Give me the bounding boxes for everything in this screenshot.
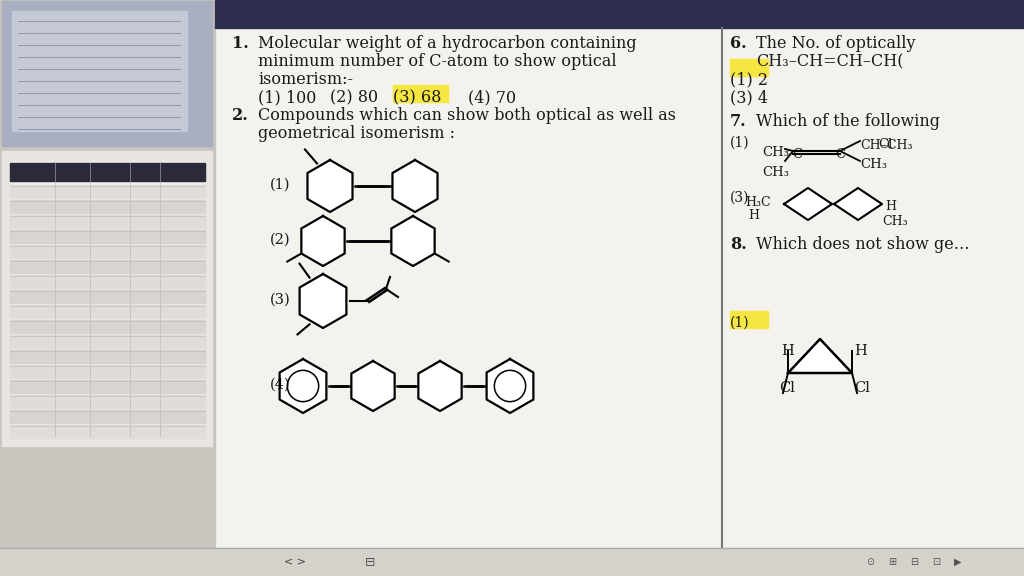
Bar [215,28,1024,548]
Bar [730,311,768,328]
Text: (3) 4: (3) 4 [730,89,768,106]
Bar [730,59,768,76]
Text: CH₃–CH=CH–CH(: CH₃–CH=CH–CH( [756,53,903,70]
Bar [10,305,205,318]
Polygon shape [419,361,462,411]
Bar [10,245,205,258]
Text: H₃C: H₃C [745,196,771,209]
Bar [10,275,205,288]
Text: H: H [885,200,896,213]
Bar [10,425,205,438]
Text: C: C [792,148,802,161]
Bar [2,151,212,446]
Polygon shape [300,274,346,328]
Polygon shape [486,359,534,413]
Bar [10,350,205,363]
Bar [10,185,205,198]
Bar [0,548,1024,576]
Text: (2): (2) [270,233,291,247]
Text: CH₃: CH₃ [762,146,790,159]
Bar [10,163,205,181]
Polygon shape [351,361,394,411]
Text: Which does not show ge…: Which does not show ge… [756,236,970,253]
Bar [2,1,212,146]
Text: (1): (1) [270,178,291,192]
Bar [10,395,205,408]
Text: geometrical isomerism :: geometrical isomerism : [258,125,455,142]
Text: Cl: Cl [854,381,869,395]
Polygon shape [784,188,831,220]
Text: ▶: ▶ [954,557,962,567]
Text: ⊟: ⊟ [365,555,375,569]
Text: Cl: Cl [779,381,795,395]
Polygon shape [391,216,434,266]
Text: The No. of optically: The No. of optically [756,35,915,52]
Bar [10,200,205,213]
Bar [10,161,205,436]
Bar [215,0,1024,28]
Text: ⊙: ⊙ [866,557,874,567]
Text: (4) 70: (4) 70 [468,89,516,106]
Text: < >: < > [284,557,306,567]
Text: minimum number of C-atom to show optical: minimum number of C-atom to show optical [258,53,616,70]
Bar [10,380,205,393]
Text: (4): (4) [270,378,291,392]
Text: (3): (3) [270,293,291,307]
Polygon shape [280,359,327,413]
Text: H: H [854,344,866,358]
Text: ⊟: ⊟ [910,557,919,567]
Text: (1): (1) [730,316,750,330]
Text: Which of the following: Which of the following [756,113,940,130]
Polygon shape [307,160,352,212]
Text: CH₃: CH₃ [860,158,887,171]
Bar [10,290,205,303]
Bar [12,11,187,131]
Text: CH–CH₃: CH–CH₃ [860,139,912,152]
Bar [10,335,205,348]
Bar [0,0,215,576]
Text: Compounds which can show both optical as well as: Compounds which can show both optical as… [258,107,676,124]
Text: H: H [781,344,794,358]
Polygon shape [834,188,882,220]
Text: ⊡: ⊡ [932,557,940,567]
Text: isomerism:-: isomerism:- [258,71,353,88]
Text: Molecular weight of a hydrocarbon containing: Molecular weight of a hydrocarbon contai… [258,35,637,52]
Text: 7.: 7. [730,113,746,130]
Text: CH₃: CH₃ [762,166,790,179]
Bar [393,85,449,102]
Text: (1): (1) [730,136,750,150]
Bar [10,260,205,273]
Polygon shape [392,160,437,212]
Text: (3): (3) [730,191,750,205]
Text: H: H [748,209,759,222]
Text: (2) 80: (2) 80 [330,89,378,106]
Bar [10,410,205,423]
Text: (1) 100: (1) 100 [258,89,316,106]
Bar [10,320,205,333]
Text: (3) 68: (3) 68 [393,89,441,106]
Text: (1) 2: (1) 2 [730,71,768,88]
Text: 8.: 8. [730,236,746,253]
Text: ⊞: ⊞ [888,557,896,567]
Text: 6.: 6. [730,35,746,52]
Bar [10,215,205,228]
Polygon shape [788,339,852,373]
Text: 1.: 1. [232,35,249,52]
Text: C: C [835,148,845,161]
Text: CH₃: CH₃ [882,215,907,228]
Text: Cl: Cl [878,138,892,151]
Polygon shape [301,216,345,266]
Bar [10,365,205,378]
Text: 2.: 2. [232,107,249,124]
Bar [10,230,205,243]
